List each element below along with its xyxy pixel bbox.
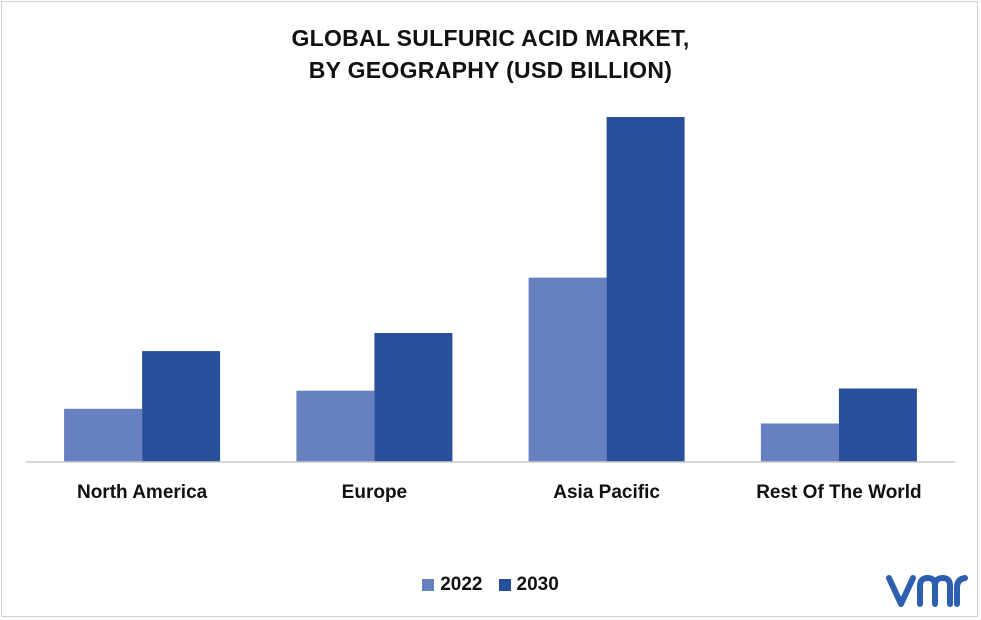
bars-group <box>64 117 917 462</box>
chart-title: GLOBAL SULFURIC ACID MARKET, BY GEOGRAPH… <box>0 22 981 86</box>
legend: 2022 2030 <box>0 574 981 596</box>
vmr-logo-icon <box>886 575 968 607</box>
legend-swatch-2030 <box>498 579 511 591</box>
legend-label-2022: 2022 <box>440 574 483 595</box>
category-labels-group: North America Europe Asia Pacific Rest Of T… <box>77 482 922 503</box>
x-tick-label-europe: Europe <box>342 482 407 503</box>
x-tick-label-north-america: North America <box>77 482 208 503</box>
bar-asia-pacific-2030 <box>606 117 685 462</box>
legend-label-2030: 2030 <box>516 574 559 595</box>
bar-europe-2030 <box>374 333 453 462</box>
legend-swatch-2022 <box>422 579 435 591</box>
bar-north-america-2030 <box>142 351 221 462</box>
x-tick-label-asia-pacific: Asia Pacific <box>553 482 660 503</box>
legend-item-2022: 2022 <box>422 574 483 596</box>
bar-europe-2022 <box>296 390 375 462</box>
bar-rest-of-the-world-2022 <box>760 423 839 462</box>
chart-title-line-1: GLOBAL SULFURIC ACID MARKET, <box>291 25 690 51</box>
x-tick-label-rest-of-the-world: Rest Of The World <box>756 482 921 503</box>
bar-rest-of-the-world-2030 <box>838 388 917 462</box>
bar-north-america-2022 <box>64 408 143 462</box>
legend-item-2030: 2030 <box>498 574 559 596</box>
chart-title-line-2: BY GEOGRAPHY (USD BILLION) <box>308 57 673 83</box>
bar-asia-pacific-2022 <box>528 277 607 462</box>
